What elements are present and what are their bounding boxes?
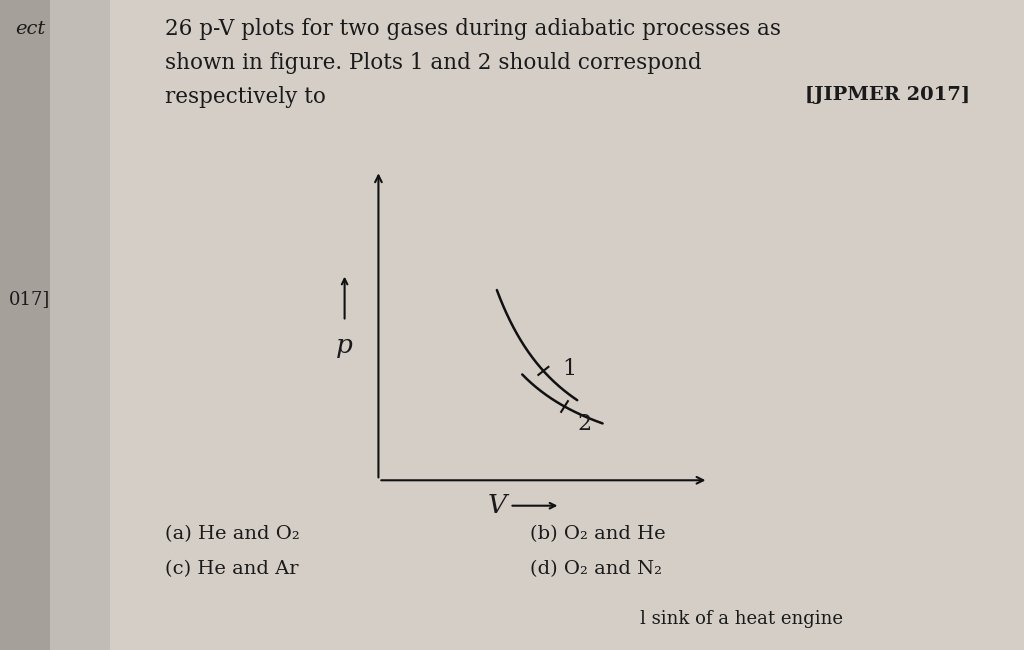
Text: respectively to: respectively to — [165, 86, 326, 108]
Text: 2: 2 — [578, 413, 591, 435]
Bar — [0, 0, 110, 650]
Text: ect: ect — [15, 20, 45, 38]
Text: (c) He and Ar: (c) He and Ar — [165, 560, 299, 578]
Text: [JIPMER 2017]: [JIPMER 2017] — [805, 86, 970, 104]
Text: 1: 1 — [562, 358, 577, 380]
Text: V: V — [487, 493, 506, 518]
Text: p: p — [336, 333, 353, 358]
Text: 017]: 017] — [9, 290, 50, 308]
Text: (b) O₂ and He: (b) O₂ and He — [530, 525, 666, 543]
Text: (a) He and O₂: (a) He and O₂ — [165, 525, 300, 543]
Text: 26 p-V plots for two gases during adiabatic processes as: 26 p-V plots for two gases during adiaba… — [165, 18, 781, 40]
Text: (d) O₂ and N₂: (d) O₂ and N₂ — [530, 560, 662, 578]
Text: shown in figure. Plots 1 and 2 should correspond: shown in figure. Plots 1 and 2 should co… — [165, 52, 701, 74]
Bar — [0, 0, 50, 650]
Text: l sink of a heat engine: l sink of a heat engine — [640, 610, 843, 628]
